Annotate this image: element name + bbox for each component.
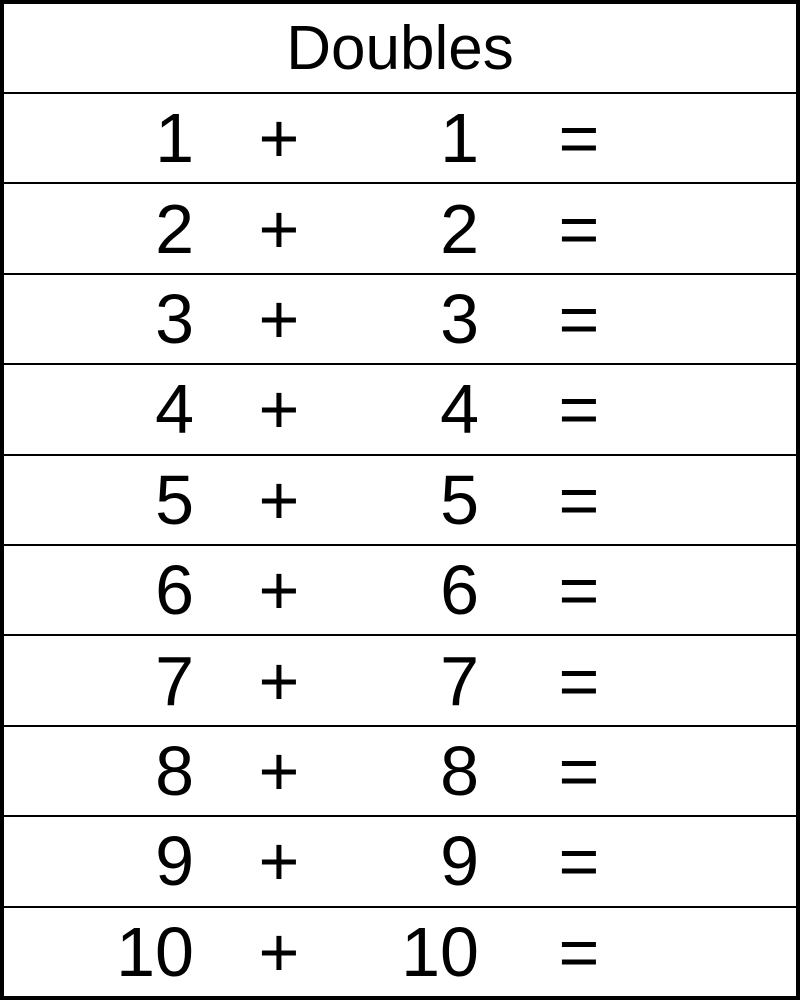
left-operand: 1 [54,98,214,178]
equals-icon: = [494,550,664,630]
worksheet-container: Doubles 1 + 1 = 2 + 2 = 3 + 3 = 4 + 4 = … [0,0,800,1000]
plus-icon: + [214,912,344,992]
equals-icon: = [494,279,664,359]
plus-icon: + [214,279,344,359]
left-operand: 8 [54,731,214,811]
title-text: Doubles [286,13,513,84]
plus-icon: + [214,369,344,449]
right-operand: 6 [344,550,494,630]
equation-row: 10 + 10 = [4,908,796,996]
right-operand: 5 [344,460,494,540]
equals-icon: = [494,98,664,178]
right-operand: 10 [344,912,494,992]
right-operand: 7 [344,641,494,721]
left-operand: 7 [54,641,214,721]
plus-icon: + [214,641,344,721]
equation-row: 9 + 9 = [4,817,796,907]
equals-icon: = [494,641,664,721]
right-operand: 3 [344,279,494,359]
plus-icon: + [214,98,344,178]
left-operand: 9 [54,821,214,901]
equals-icon: = [494,821,664,901]
equals-icon: = [494,460,664,540]
left-operand: 2 [54,189,214,269]
equation-row: 5 + 5 = [4,456,796,546]
right-operand: 9 [344,821,494,901]
plus-icon: + [214,731,344,811]
equation-row: 6 + 6 = [4,546,796,636]
equation-row: 4 + 4 = [4,365,796,455]
left-operand: 4 [54,369,214,449]
equation-row: 8 + 8 = [4,727,796,817]
equals-icon: = [494,189,664,269]
equals-icon: = [494,731,664,811]
right-operand: 2 [344,189,494,269]
right-operand: 1 [344,98,494,178]
plus-icon: + [214,550,344,630]
worksheet-title: Doubles [4,4,796,94]
plus-icon: + [214,460,344,540]
equation-row: 3 + 3 = [4,275,796,365]
left-operand: 6 [54,550,214,630]
equation-row: 1 + 1 = [4,94,796,184]
equals-icon: = [494,369,664,449]
right-operand: 4 [344,369,494,449]
equation-row: 2 + 2 = [4,184,796,274]
equals-icon: = [494,912,664,992]
left-operand: 10 [54,912,214,992]
left-operand: 5 [54,460,214,540]
plus-icon: + [214,189,344,269]
plus-icon: + [214,821,344,901]
equation-row: 7 + 7 = [4,636,796,726]
right-operand: 8 [344,731,494,811]
left-operand: 3 [54,279,214,359]
